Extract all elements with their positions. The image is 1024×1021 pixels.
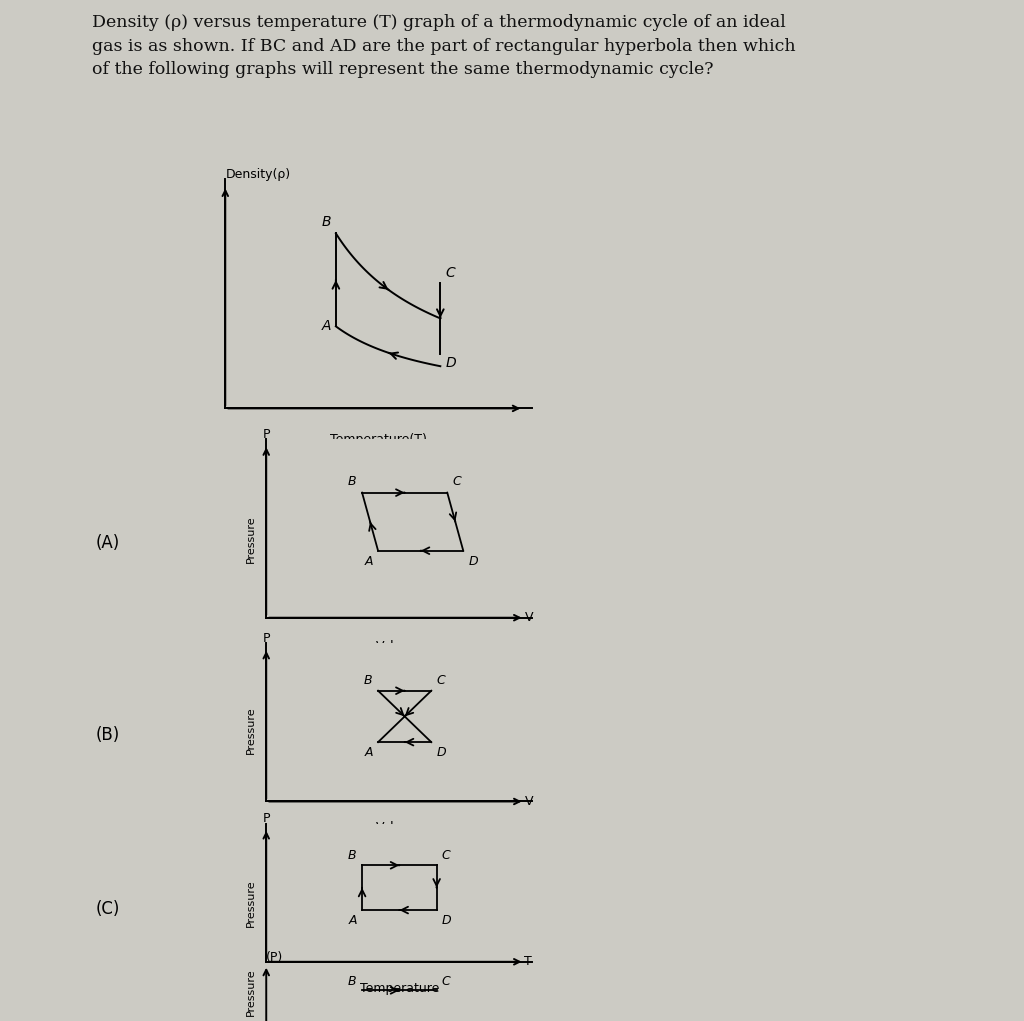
Text: V: V — [524, 795, 534, 808]
Text: C: C — [436, 674, 445, 687]
Text: (B): (B) — [95, 726, 120, 744]
Text: B: B — [348, 975, 356, 988]
Text: D: D — [469, 555, 478, 568]
Text: T: T — [524, 956, 532, 968]
Text: B: B — [322, 215, 331, 229]
Text: C: C — [445, 265, 455, 280]
Text: (P): (P) — [266, 951, 284, 964]
Text: Volume: Volume — [376, 821, 423, 834]
Text: B: B — [348, 475, 356, 488]
Text: A: A — [365, 746, 373, 759]
Text: Volume: Volume — [376, 640, 423, 653]
Text: Pressure: Pressure — [246, 880, 256, 927]
Text: V: V — [524, 612, 534, 624]
Text: P: P — [262, 428, 270, 441]
Text: (C): (C) — [95, 900, 120, 918]
Text: A: A — [365, 555, 373, 568]
Text: B: B — [365, 674, 373, 687]
Text: A: A — [322, 320, 331, 333]
Text: Temperature(T): Temperature(T) — [331, 433, 427, 446]
Text: P: P — [262, 813, 270, 825]
Text: Temperature: Temperature — [359, 982, 439, 995]
Text: Density(ρ): Density(ρ) — [225, 168, 291, 182]
Text: (A): (A) — [95, 534, 120, 552]
Text: Pressure: Pressure — [246, 707, 256, 753]
Text: Pressure: Pressure — [246, 516, 256, 563]
Text: D: D — [445, 356, 456, 371]
Text: D: D — [442, 914, 452, 926]
Text: C: C — [442, 975, 451, 988]
Text: Density (ρ) versus temperature (T) graph of a thermodynamic cycle of an ideal
ga: Density (ρ) versus temperature (T) graph… — [92, 14, 796, 79]
Text: B: B — [348, 848, 356, 862]
Text: C: C — [453, 475, 462, 488]
Text: P: P — [262, 632, 270, 645]
Text: Pressure: Pressure — [246, 968, 256, 1016]
Text: D: D — [436, 746, 446, 759]
Text: C: C — [442, 848, 451, 862]
Text: A: A — [348, 914, 356, 926]
